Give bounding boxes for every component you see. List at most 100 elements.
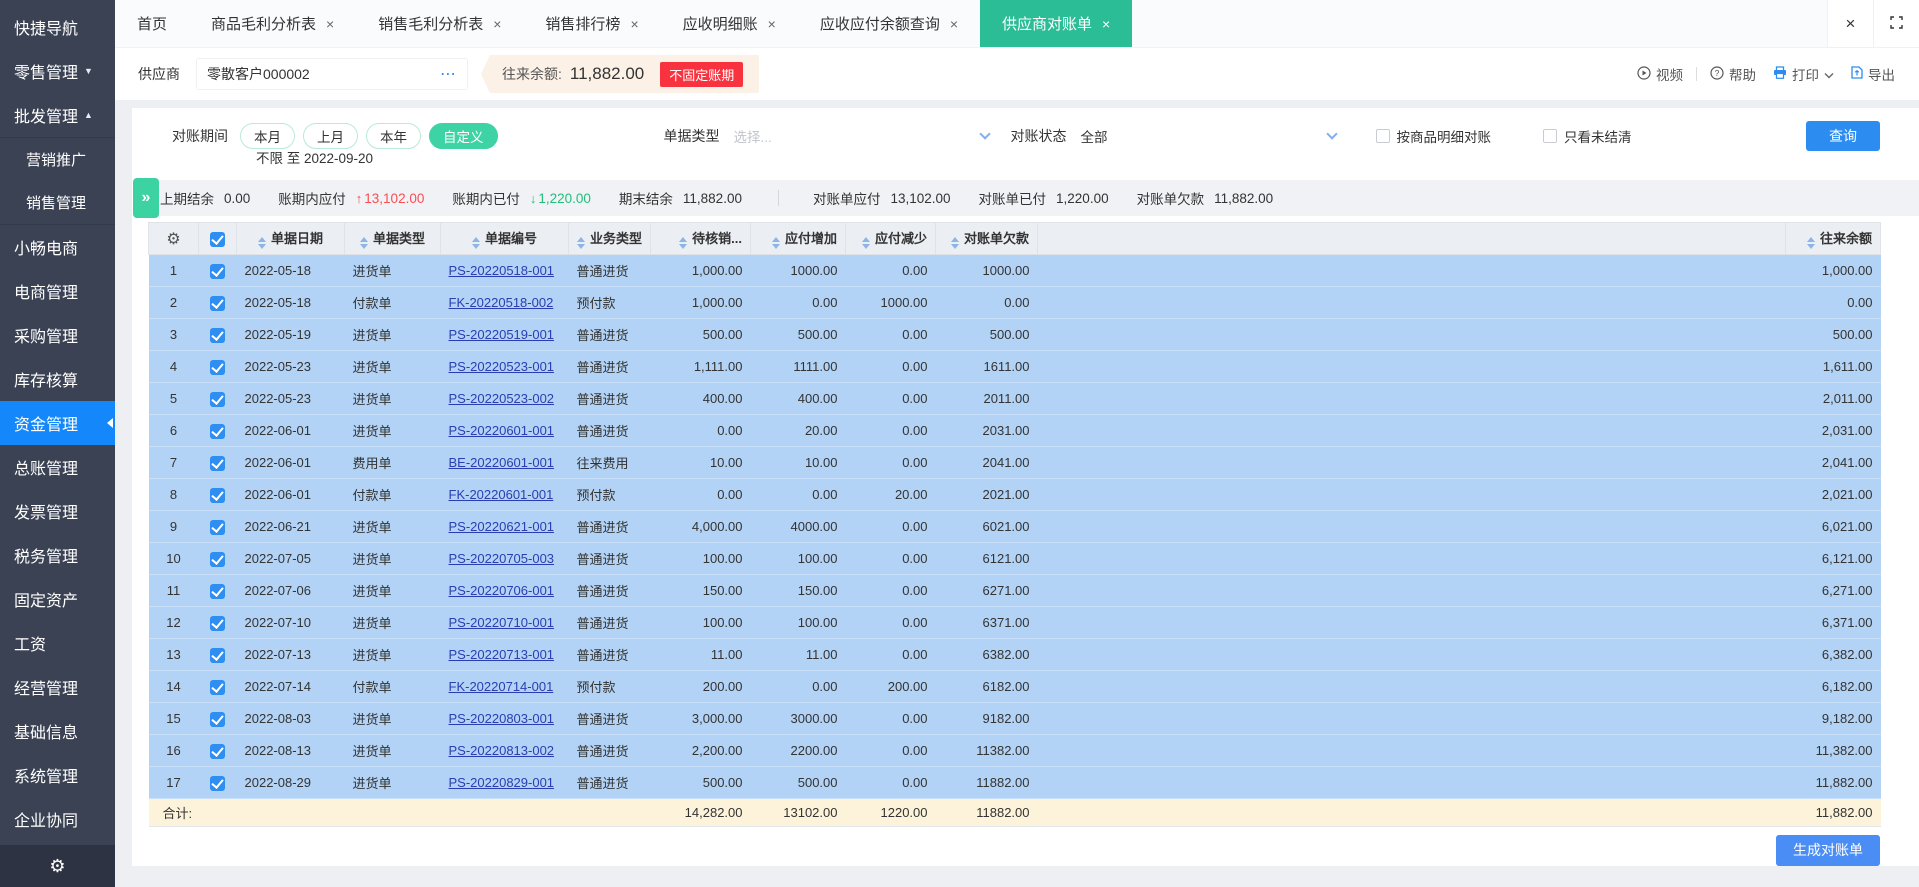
unsettled-checkbox[interactable]: 只看未结清	[1543, 126, 1632, 146]
doc-number-link[interactable]: PS-20220523-001	[448, 359, 555, 374]
sidebar-item[interactable]: 企业协同	[0, 797, 115, 841]
sidebar-item[interactable]: 工资	[0, 621, 115, 665]
close-all-tabs-button[interactable]: ×	[1827, 0, 1873, 47]
table-row[interactable]: 5 2022-05-23 进货单 PS-20220523-002 普通进货 40…	[148, 382, 1881, 415]
row-checkbox[interactable]	[210, 487, 225, 503]
video-button[interactable]: 视频	[1637, 64, 1683, 84]
table-row[interactable]: 11 2022-07-06 进货单 PS-20220706-001 普通进货 1…	[148, 574, 1881, 607]
row-checkbox[interactable]	[210, 647, 225, 663]
row-checkbox[interactable]	[210, 615, 225, 631]
sidebar-item[interactable]: 快捷导航	[0, 5, 115, 49]
table-row[interactable]: 8 2022-06-01 付款单 FK-20220601-001 预付款 0.0…	[148, 478, 1881, 511]
tab-close-icon[interactable]: ×	[767, 15, 776, 32]
column-header[interactable]: 单据日期	[236, 222, 345, 255]
generate-statement-button[interactable]: 生成对账单	[1776, 834, 1880, 866]
tab-close-icon[interactable]: ×	[630, 15, 639, 32]
sidebar-item[interactable]: 资金管理	[0, 401, 115, 445]
doc-number-link[interactable]: PS-20220803-001	[448, 711, 555, 726]
export-button[interactable]: 导出	[1851, 64, 1895, 84]
sidebar-item[interactable]: 采购管理	[0, 313, 115, 357]
doc-number-link[interactable]: PS-20220523-002	[448, 391, 555, 406]
supplier-input[interactable]: 零散客户000002 ⋯	[196, 58, 468, 90]
sidebar-item[interactable]: 总账管理	[0, 445, 115, 489]
row-checkbox[interactable]	[210, 551, 225, 567]
sidebar-item[interactable]: 系统管理	[0, 753, 115, 797]
period-pill[interactable]: 上月	[303, 123, 358, 149]
row-checkbox[interactable]	[210, 455, 225, 471]
detail-checkbox[interactable]: 按商品明细对账	[1375, 126, 1491, 146]
tab-close-icon[interactable]: ×	[493, 15, 502, 32]
row-checkbox[interactable]	[210, 359, 225, 375]
row-checkbox[interactable]	[210, 327, 225, 343]
doc-number-link[interactable]: PS-20220601-001	[448, 423, 555, 438]
more-icon[interactable]: ⋯	[440, 66, 457, 83]
table-row[interactable]: 14 2022-07-14 付款单 FK-20220714-001 预付款 20…	[148, 670, 1881, 703]
table-row[interactable]: 2 2022-05-18 付款单 FK-20220518-002 预付款 1,0…	[148, 286, 1881, 319]
row-checkbox[interactable]	[210, 519, 225, 535]
sidebar-item[interactable]: 营销推广	[0, 137, 115, 181]
print-button[interactable]: 打印	[1773, 64, 1834, 84]
doc-number-link[interactable]: PS-20220829-001	[448, 775, 555, 790]
table-row[interactable]: 9 2022-06-21 进货单 PS-20220621-001 普通进货 4,…	[148, 510, 1881, 543]
tab[interactable]: 销售毛利分析表 ×	[356, 0, 523, 47]
doc-number-link[interactable]: PS-20220705-003	[448, 551, 555, 566]
fullscreen-button[interactable]	[1873, 0, 1919, 47]
tab[interactable]: 应收应付余额查询 ×	[798, 0, 980, 47]
sidebar-item[interactable]: 库存核算	[0, 357, 115, 401]
table-row[interactable]: 7 2022-06-01 费用单 BE-20220601-001 往来费用 10…	[148, 446, 1881, 479]
table-row[interactable]: 4 2022-05-23 进货单 PS-20220523-001 普通进货 1,…	[148, 350, 1881, 383]
table-row[interactable]: 17 2022-08-29 进货单 PS-20220829-001 普通进货 5…	[148, 766, 1881, 799]
tab-close-icon[interactable]: ×	[1102, 15, 1111, 32]
doc-number-link[interactable]: PS-20220621-001	[448, 519, 555, 534]
row-checkbox[interactable]	[210, 583, 225, 599]
sidebar-item[interactable]: 基础信息	[0, 709, 115, 753]
row-checkbox[interactable]	[210, 711, 225, 727]
sidebar-item[interactable]: 电商管理	[0, 269, 115, 313]
column-header[interactable]: 业务类型	[568, 222, 651, 255]
row-checkbox[interactable]	[210, 423, 225, 439]
sidebar-item[interactable]: 零售管理 ▼	[0, 49, 115, 93]
status-select[interactable]: 对账状态 全部	[1011, 126, 1338, 146]
doc-number-link[interactable]: PS-20220710-001	[448, 615, 555, 630]
table-row[interactable]: 6 2022-06-01 进货单 PS-20220601-001 普通进货 0.…	[148, 414, 1881, 447]
table-row[interactable]: 3 2022-05-19 进货单 PS-20220519-001 普通进货 50…	[148, 318, 1881, 351]
sidebar-item[interactable]: 批发管理 ▲	[0, 93, 115, 137]
expand-panel-button[interactable]: »	[133, 178, 159, 218]
period-pill[interactable]: 本年	[366, 123, 421, 149]
select-all-checkbox[interactable]	[210, 231, 225, 247]
column-header[interactable]: 应付减少	[845, 222, 936, 255]
tab-close-icon[interactable]: ×	[326, 15, 335, 32]
column-header[interactable]: 应付增加	[750, 222, 846, 255]
sidebar-item[interactable]: 销售管理	[0, 181, 115, 225]
column-header[interactable]: 单据编号	[440, 222, 569, 255]
doc-number-link[interactable]: PS-20220706-001	[448, 583, 555, 598]
doc-number-link[interactable]: FK-20220601-001	[448, 487, 554, 502]
sidebar-item[interactable]: 发票管理	[0, 489, 115, 533]
tab[interactable]: 供应商对账单 ×	[980, 0, 1133, 47]
column-settings-icon[interactable]: ⚙	[166, 230, 181, 248]
sidebar-item[interactable]: 经营管理	[0, 665, 115, 709]
period-pill[interactable]: 本月	[240, 123, 295, 149]
help-button[interactable]: ? 帮助	[1710, 64, 1756, 84]
doc-number-link[interactable]: PS-20220518-001	[448, 263, 555, 278]
sidebar-item[interactable]: 税务管理	[0, 533, 115, 577]
row-checkbox[interactable]	[210, 679, 225, 695]
doc-number-link[interactable]: FK-20220714-001	[448, 679, 554, 694]
doc-number-link[interactable]: BE-20220601-001	[448, 455, 555, 470]
tab-close-icon[interactable]: ×	[949, 15, 959, 32]
table-row[interactable]: 16 2022-08-13 进货单 PS-20220813-002 普通进货 2…	[148, 734, 1881, 767]
column-header[interactable]: 待核销...	[650, 222, 751, 255]
table-row[interactable]: 13 2022-07-13 进货单 PS-20220713-001 普通进货 1…	[148, 638, 1881, 671]
row-checkbox[interactable]	[210, 263, 225, 279]
tab[interactable]: 首页	[115, 0, 189, 47]
period-pill-custom[interactable]: 自定义	[429, 123, 498, 149]
row-checkbox[interactable]	[210, 391, 225, 407]
row-checkbox[interactable]	[210, 775, 225, 791]
doc-number-link[interactable]: PS-20220813-002	[448, 743, 555, 758]
table-row[interactable]: 1 2022-05-18 进货单 PS-20220518-001 普通进货 1,…	[148, 254, 1881, 287]
row-checkbox[interactable]	[210, 743, 225, 759]
sidebar-settings-button[interactable]: ⚙	[0, 845, 115, 887]
doc-number-link[interactable]: PS-20220713-001	[448, 647, 555, 662]
column-header[interactable]: 单据类型	[344, 222, 441, 255]
row-checkbox[interactable]	[210, 295, 225, 311]
